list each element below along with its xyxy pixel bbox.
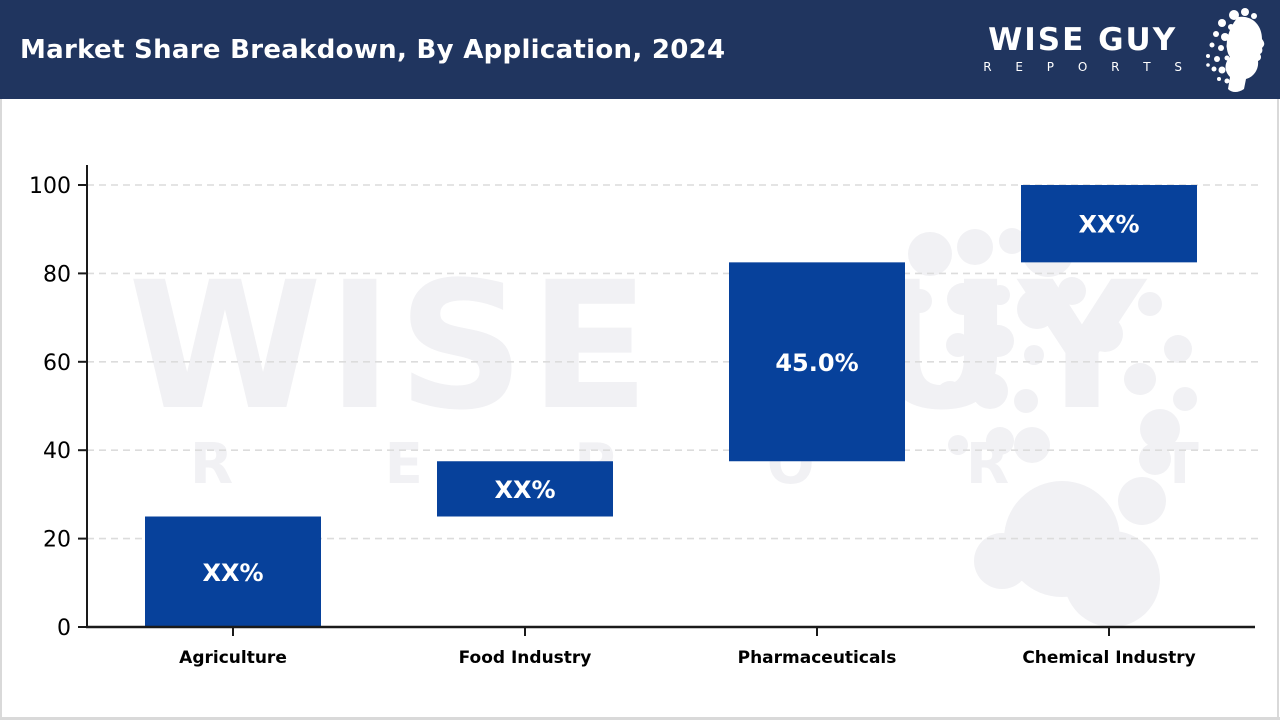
y-tick-label-40: 40 <box>43 439 71 464</box>
logo-face-icon <box>1206 7 1265 92</box>
brand-logo: WISE GUY R E P O R T S <box>973 7 1266 93</box>
bar-agriculture <box>145 516 321 627</box>
bar-pharmaceuticals <box>729 262 905 462</box>
page-title: Market Share Breakdown, By Application, … <box>20 34 726 65</box>
watermark-wordmark: WISE GUY <box>128 244 1151 449</box>
watermark-dot <box>1164 335 1192 363</box>
bar-chemical-industry <box>1021 185 1197 263</box>
y-tick-label-20: 20 <box>43 528 71 553</box>
page-border-left <box>0 99 2 720</box>
watermark-dot <box>1014 389 1038 413</box>
watermark-dot <box>957 229 993 265</box>
watermark-dot <box>908 289 932 313</box>
watermark-dot <box>986 427 1014 455</box>
bar-value-label: 45.0% <box>775 349 858 377</box>
y-tick-label-0: 0 <box>57 616 71 641</box>
bar-value-label: XX% <box>1078 211 1139 239</box>
watermark-dot <box>946 333 970 357</box>
watermark-dot <box>972 373 1008 409</box>
header-bar: Market Share Breakdown, By Application, … <box>0 0 1280 99</box>
watermark-dot <box>905 381 925 401</box>
watermark-dot <box>1118 477 1166 525</box>
watermark-dot <box>908 232 952 276</box>
watermark-dot <box>936 381 964 409</box>
x-tick-label-pharmaceuticals: Pharmaceuticals <box>738 648 897 668</box>
waterfall-chart: XX% XX% 45.0% XX% 0 20 40 60 80 100 Agriculture Foo… <box>29 165 1263 668</box>
watermark-dot <box>1138 292 1162 316</box>
page-border-bottom <box>0 717 1280 720</box>
brand-logo-text: WISE GUY R E P O R T S <box>973 22 1192 75</box>
bar-value-label: XX% <box>202 559 263 587</box>
y-tick-label-80: 80 <box>43 262 71 287</box>
logo-subtitle: R E P O R T S <box>983 60 1192 74</box>
bar-food-industry <box>437 461 613 517</box>
page-border-right <box>1277 99 1279 720</box>
x-tick-label-chemical-industry: Chemical Industry <box>1022 648 1195 668</box>
watermark-dot <box>1014 427 1050 463</box>
logo-wordmark: WISE GUY <box>988 22 1178 58</box>
watermark-dot <box>1017 289 1057 329</box>
watermark-dot <box>1058 277 1086 305</box>
watermark-dot <box>1024 345 1044 365</box>
y-tick-label-60: 60 <box>43 351 71 376</box>
watermark-dot <box>999 228 1025 254</box>
watermark-dot <box>1087 316 1123 352</box>
watermark-dot <box>982 325 1014 357</box>
watermark-dot <box>1064 531 1160 627</box>
watermark-dot <box>947 283 979 315</box>
watermark-dot <box>1173 387 1197 411</box>
watermark-dot <box>974 533 1030 589</box>
x-tick-label-food-industry: Food Industry <box>459 648 592 668</box>
watermark-dot <box>1140 409 1180 449</box>
watermark-dot <box>1124 363 1156 395</box>
bar-value-label: XX% <box>494 476 555 504</box>
watermark-dot <box>990 285 1010 305</box>
chart-canvas: WISE GUY R E P O R T S XX%XX%45.0%XX%020… <box>0 99 1280 720</box>
x-tick-label-agriculture: Agriculture <box>179 648 287 668</box>
y-tick-label-100: 100 <box>29 174 71 199</box>
